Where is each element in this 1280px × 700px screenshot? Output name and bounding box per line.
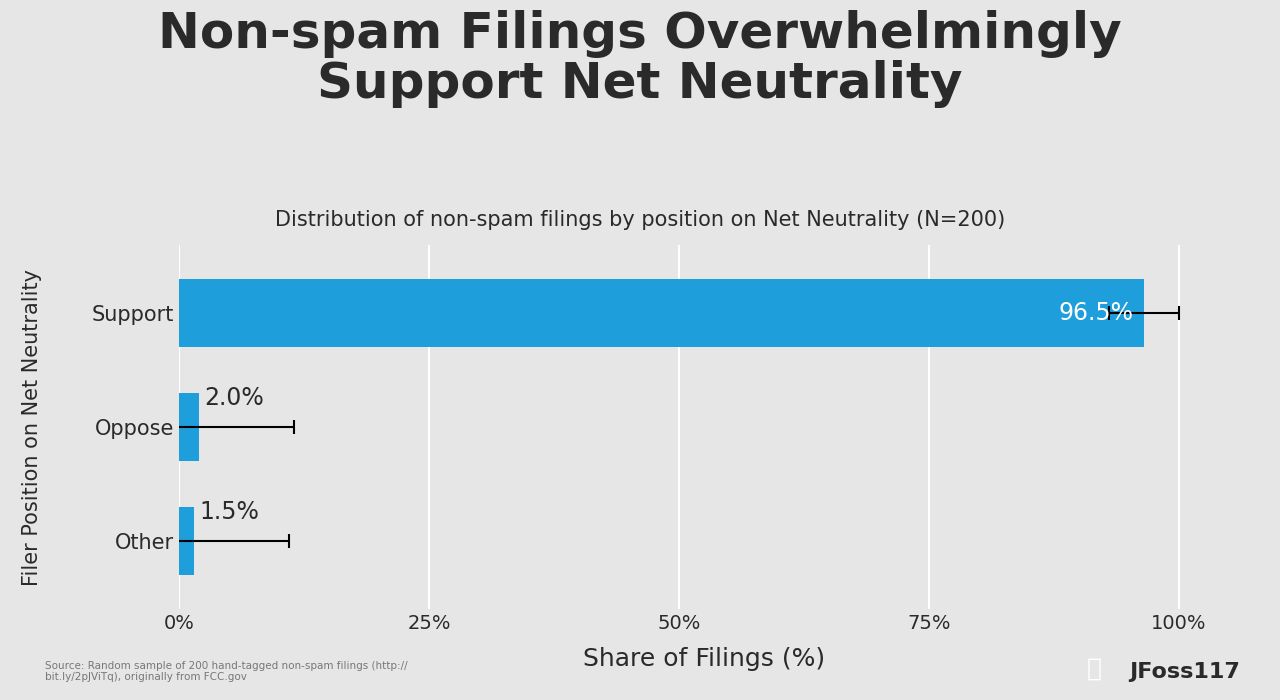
Text: 1.5%: 1.5% xyxy=(200,500,259,524)
X-axis label: Share of Filings (%): Share of Filings (%) xyxy=(582,647,826,671)
Text: Filer Position on Net Neutrality: Filer Position on Net Neutrality xyxy=(22,269,42,585)
Text: JFoss117: JFoss117 xyxy=(1129,662,1240,682)
Bar xyxy=(179,507,195,575)
Bar xyxy=(179,279,1144,347)
Text: Distribution of non-spam filings by position on Net Neutrality (N=200): Distribution of non-spam filings by posi… xyxy=(275,210,1005,230)
Text: 96.5%: 96.5% xyxy=(1059,301,1134,326)
Text: 🐦: 🐦 xyxy=(1087,657,1102,680)
Text: Source: Random sample of 200 hand-tagged non-spam filings (http://
bit.ly/2pJViT: Source: Random sample of 200 hand-tagged… xyxy=(45,661,407,682)
Text: 2.0%: 2.0% xyxy=(205,386,264,410)
Text: Non-spam Filings Overwhelmingly
Support Net Neutrality: Non-spam Filings Overwhelmingly Support … xyxy=(159,10,1121,109)
Bar xyxy=(179,393,200,461)
